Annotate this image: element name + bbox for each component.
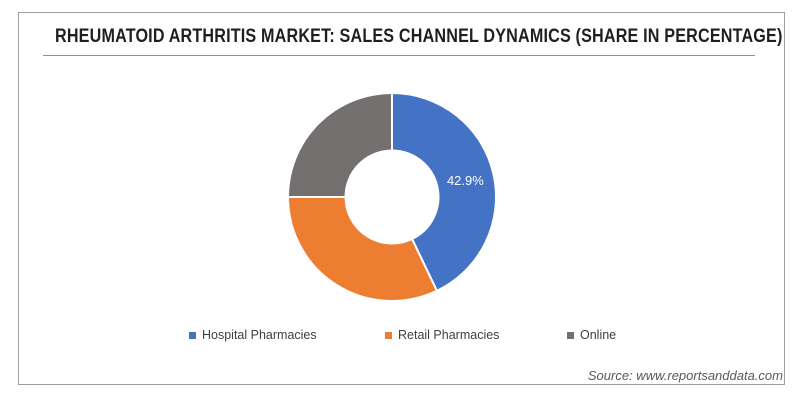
- donut-chart: 42.9%: [286, 91, 497, 302]
- legend-marker-retail-pharmacies-icon: [385, 331, 392, 339]
- chart-frame: [18, 12, 785, 385]
- legend-item-hospital-pharmacies: Hospital Pharmacies: [189, 328, 317, 342]
- legend-marker-hospital-pharmacies-icon: [189, 331, 196, 339]
- donut-slice-hospital-pharmacies: [391, 91, 497, 293]
- legend-item-retail-pharmacies: Retail Pharmacies: [385, 328, 499, 342]
- legend-label-online: Online: [580, 328, 617, 342]
- donut-slice-retail-pharmacies: [286, 196, 439, 302]
- legend-label-hospital-pharmacies: Hospital Pharmacies: [202, 328, 317, 342]
- legend-label-retail-pharmacies: Retail Pharmacies: [398, 328, 500, 342]
- source-attribution: Source: www.reportsanddata.com: [587, 368, 783, 383]
- slice-data-label: 42.9%: [447, 173, 484, 188]
- title-underline: [43, 55, 755, 56]
- donut-slice-online: [286, 91, 393, 198]
- legend-marker-online-icon: [567, 331, 574, 339]
- chart-title: RHEUMATOID ARTHRITIS MARKET: SALES CHANN…: [55, 26, 783, 47]
- legend-item-online: Online: [567, 328, 616, 342]
